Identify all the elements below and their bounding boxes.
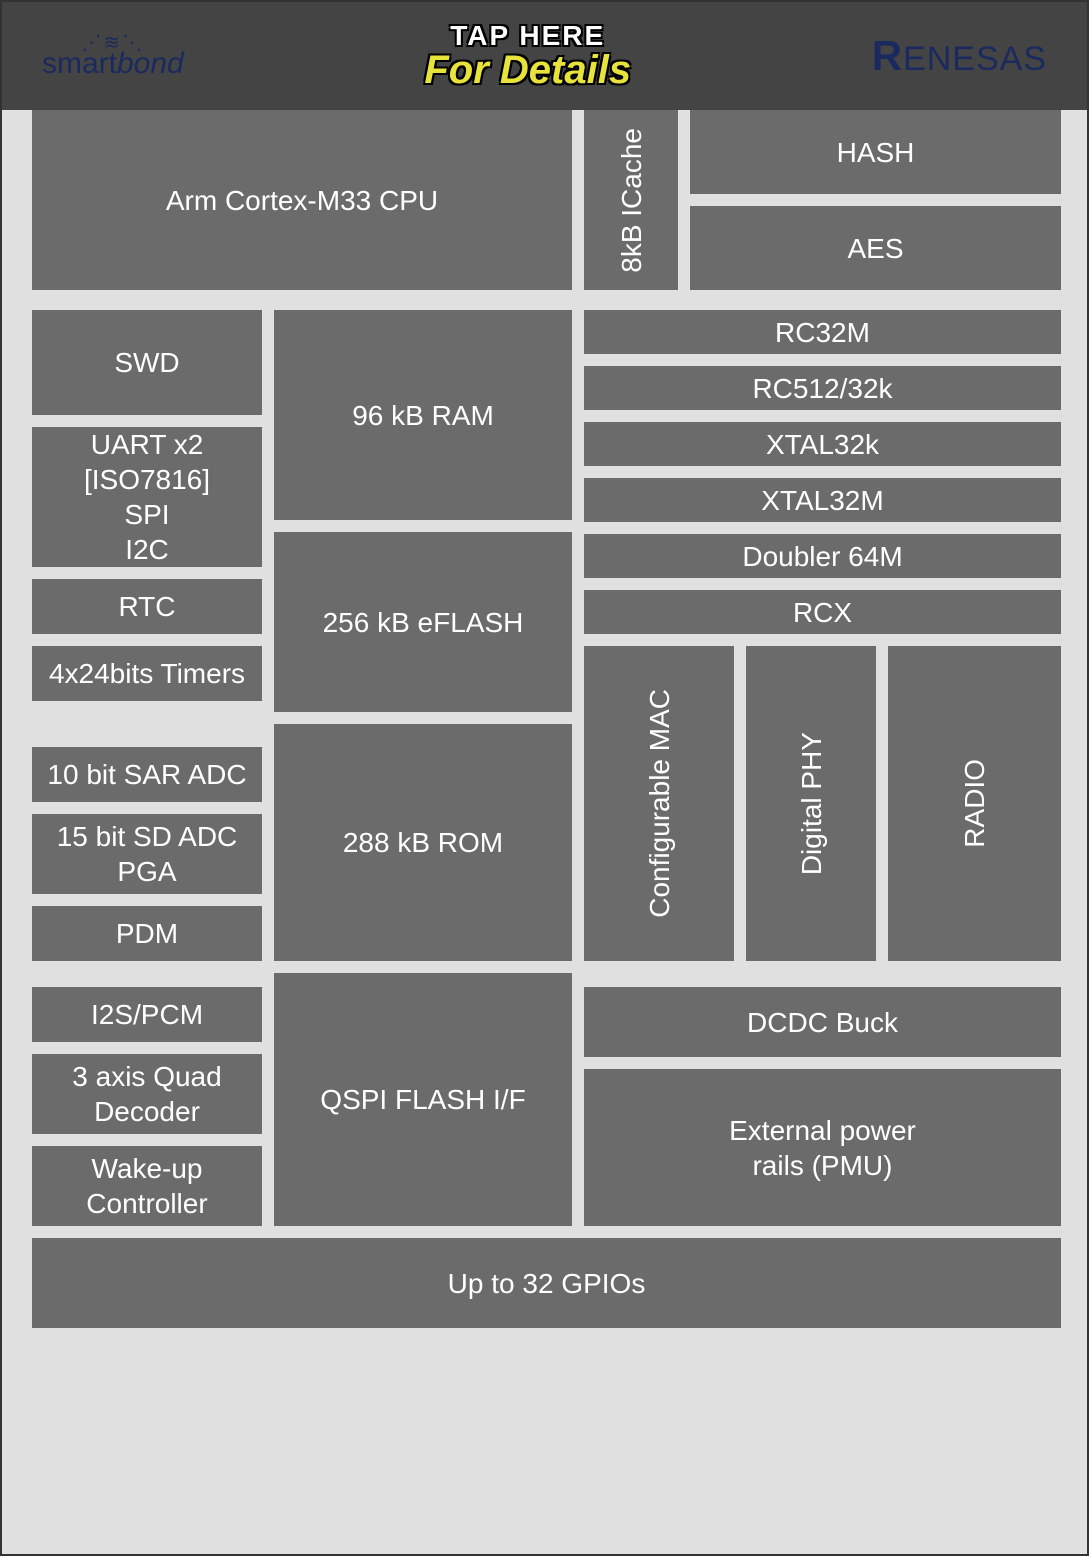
block-eflash: 256 kB eFLASH	[274, 532, 572, 712]
block-phy: Digital PHY	[746, 646, 876, 961]
block-rom: 288 kB ROM	[274, 724, 572, 961]
block-rtc: RTC	[32, 579, 262, 634]
block-cpu: Arm Cortex-M33 CPU	[32, 110, 572, 290]
block-label-phy: Digital PHY	[794, 732, 829, 875]
block-label-gpio: Up to 32 GPIOs	[448, 1266, 646, 1301]
block-label-hash: HASH	[837, 135, 915, 170]
header-overlay: ⋰≋⋱ smartbond TAP HERE For Details RENES…	[2, 2, 1087, 110]
block-pdm: PDM	[32, 906, 262, 961]
tap-here-cta[interactable]: TAP HERE For Details	[424, 22, 631, 90]
chip-block-diagram-frame: ⋰≋⋱ smartbond TAP HERE For Details RENES…	[0, 0, 1089, 1556]
block-label-rc32m: RC32M	[775, 315, 870, 350]
block-aes: AES	[690, 206, 1061, 290]
block-label-quad: 3 axis Quad Decoder	[72, 1059, 221, 1129]
block-rcx: RCX	[584, 590, 1061, 634]
block-uart: UART x2 [ISO7816] SPI I2C	[32, 427, 262, 567]
block-label-xtal32k: XTAL32k	[766, 427, 879, 462]
block-saradc: 10 bit SAR ADC	[32, 747, 262, 802]
block-qspi: QSPI FLASH I/F	[274, 973, 572, 1226]
block-doubler: Doubler 64M	[584, 534, 1061, 578]
block-label-qspi: QSPI FLASH I/F	[320, 1082, 525, 1117]
block-label-pmu: External power rails (PMU)	[729, 1113, 916, 1183]
block-label-rom: 288 kB ROM	[343, 825, 503, 860]
block-quad: 3 axis Quad Decoder	[32, 1054, 262, 1134]
block-label-rc512: RC512/32k	[752, 371, 892, 406]
cta-line-1: TAP HERE	[424, 22, 631, 50]
block-pmu: External power rails (PMU)	[584, 1069, 1061, 1226]
block-dcdc: DCDC Buck	[584, 987, 1061, 1057]
block-icache: 8kB ICache	[584, 110, 678, 290]
block-gpio: Up to 32 GPIOs	[32, 1238, 1061, 1328]
block-label-aes: AES	[847, 231, 903, 266]
renesas-logo: RENESAS	[872, 32, 1047, 80]
block-swd: SWD	[32, 310, 262, 415]
block-label-saradc: 10 bit SAR ADC	[47, 757, 246, 792]
block-label-cpu: Arm Cortex-M33 CPU	[166, 183, 438, 218]
block-label-wakeup: Wake-up Controller	[86, 1151, 207, 1221]
block-hash: HASH	[690, 110, 1061, 194]
block-rc512: RC512/32k	[584, 366, 1061, 410]
block-ram: 96 kB RAM	[274, 310, 572, 520]
block-wakeup: Wake-up Controller	[32, 1146, 262, 1226]
block-label-uart: UART x2 [ISO7816] SPI I2C	[84, 427, 210, 567]
block-label-rcx: RCX	[793, 595, 852, 630]
block-diagram-area: Arm Cortex-M33 CPU 8kB ICache HASH AES SWD UA…	[32, 110, 1057, 1534]
block-label-timers: 4x24bits Timers	[49, 656, 245, 691]
block-label-dcdc: DCDC Buck	[747, 1005, 898, 1040]
block-i2s: I2S/PCM	[32, 987, 262, 1042]
block-radio: RADIO	[888, 646, 1061, 961]
renesas-rest: ENESAS	[903, 40, 1047, 78]
block-rc32m: RC32M	[584, 310, 1061, 354]
block-label-xtal32m: XTAL32M	[761, 483, 883, 518]
renesas-r: R	[872, 32, 903, 79]
block-xtal32k: XTAL32k	[584, 422, 1061, 466]
block-label-doubler: Doubler 64M	[742, 539, 902, 574]
block-label-pdm: PDM	[116, 916, 178, 951]
block-label-swd: SWD	[114, 345, 179, 380]
block-label-ram: 96 kB RAM	[352, 398, 494, 433]
block-xtal32m: XTAL32M	[584, 478, 1061, 522]
cta-line-2: For Details	[424, 50, 631, 90]
smartbond-logo: ⋰≋⋱ smartbond	[42, 33, 184, 79]
block-timers: 4x24bits Timers	[32, 646, 262, 701]
block-label-eflash: 256 kB eFLASH	[323, 605, 524, 640]
smartbond-text-smart: smart	[42, 47, 117, 80]
block-label-sdadc: 15 bit SD ADC PGA	[57, 819, 238, 889]
block-label-rtc: RTC	[118, 589, 175, 624]
block-mac: Configurable MAC	[584, 646, 734, 961]
block-label-i2s: I2S/PCM	[91, 997, 203, 1032]
block-label-radio: RADIO	[957, 759, 992, 848]
block-sdadc: 15 bit SD ADC PGA	[32, 814, 262, 894]
block-label-mac: Configurable MAC	[642, 689, 677, 918]
block-label-icache: 8kB ICache	[614, 128, 649, 273]
smartbond-text-bond: bond	[117, 47, 184, 80]
